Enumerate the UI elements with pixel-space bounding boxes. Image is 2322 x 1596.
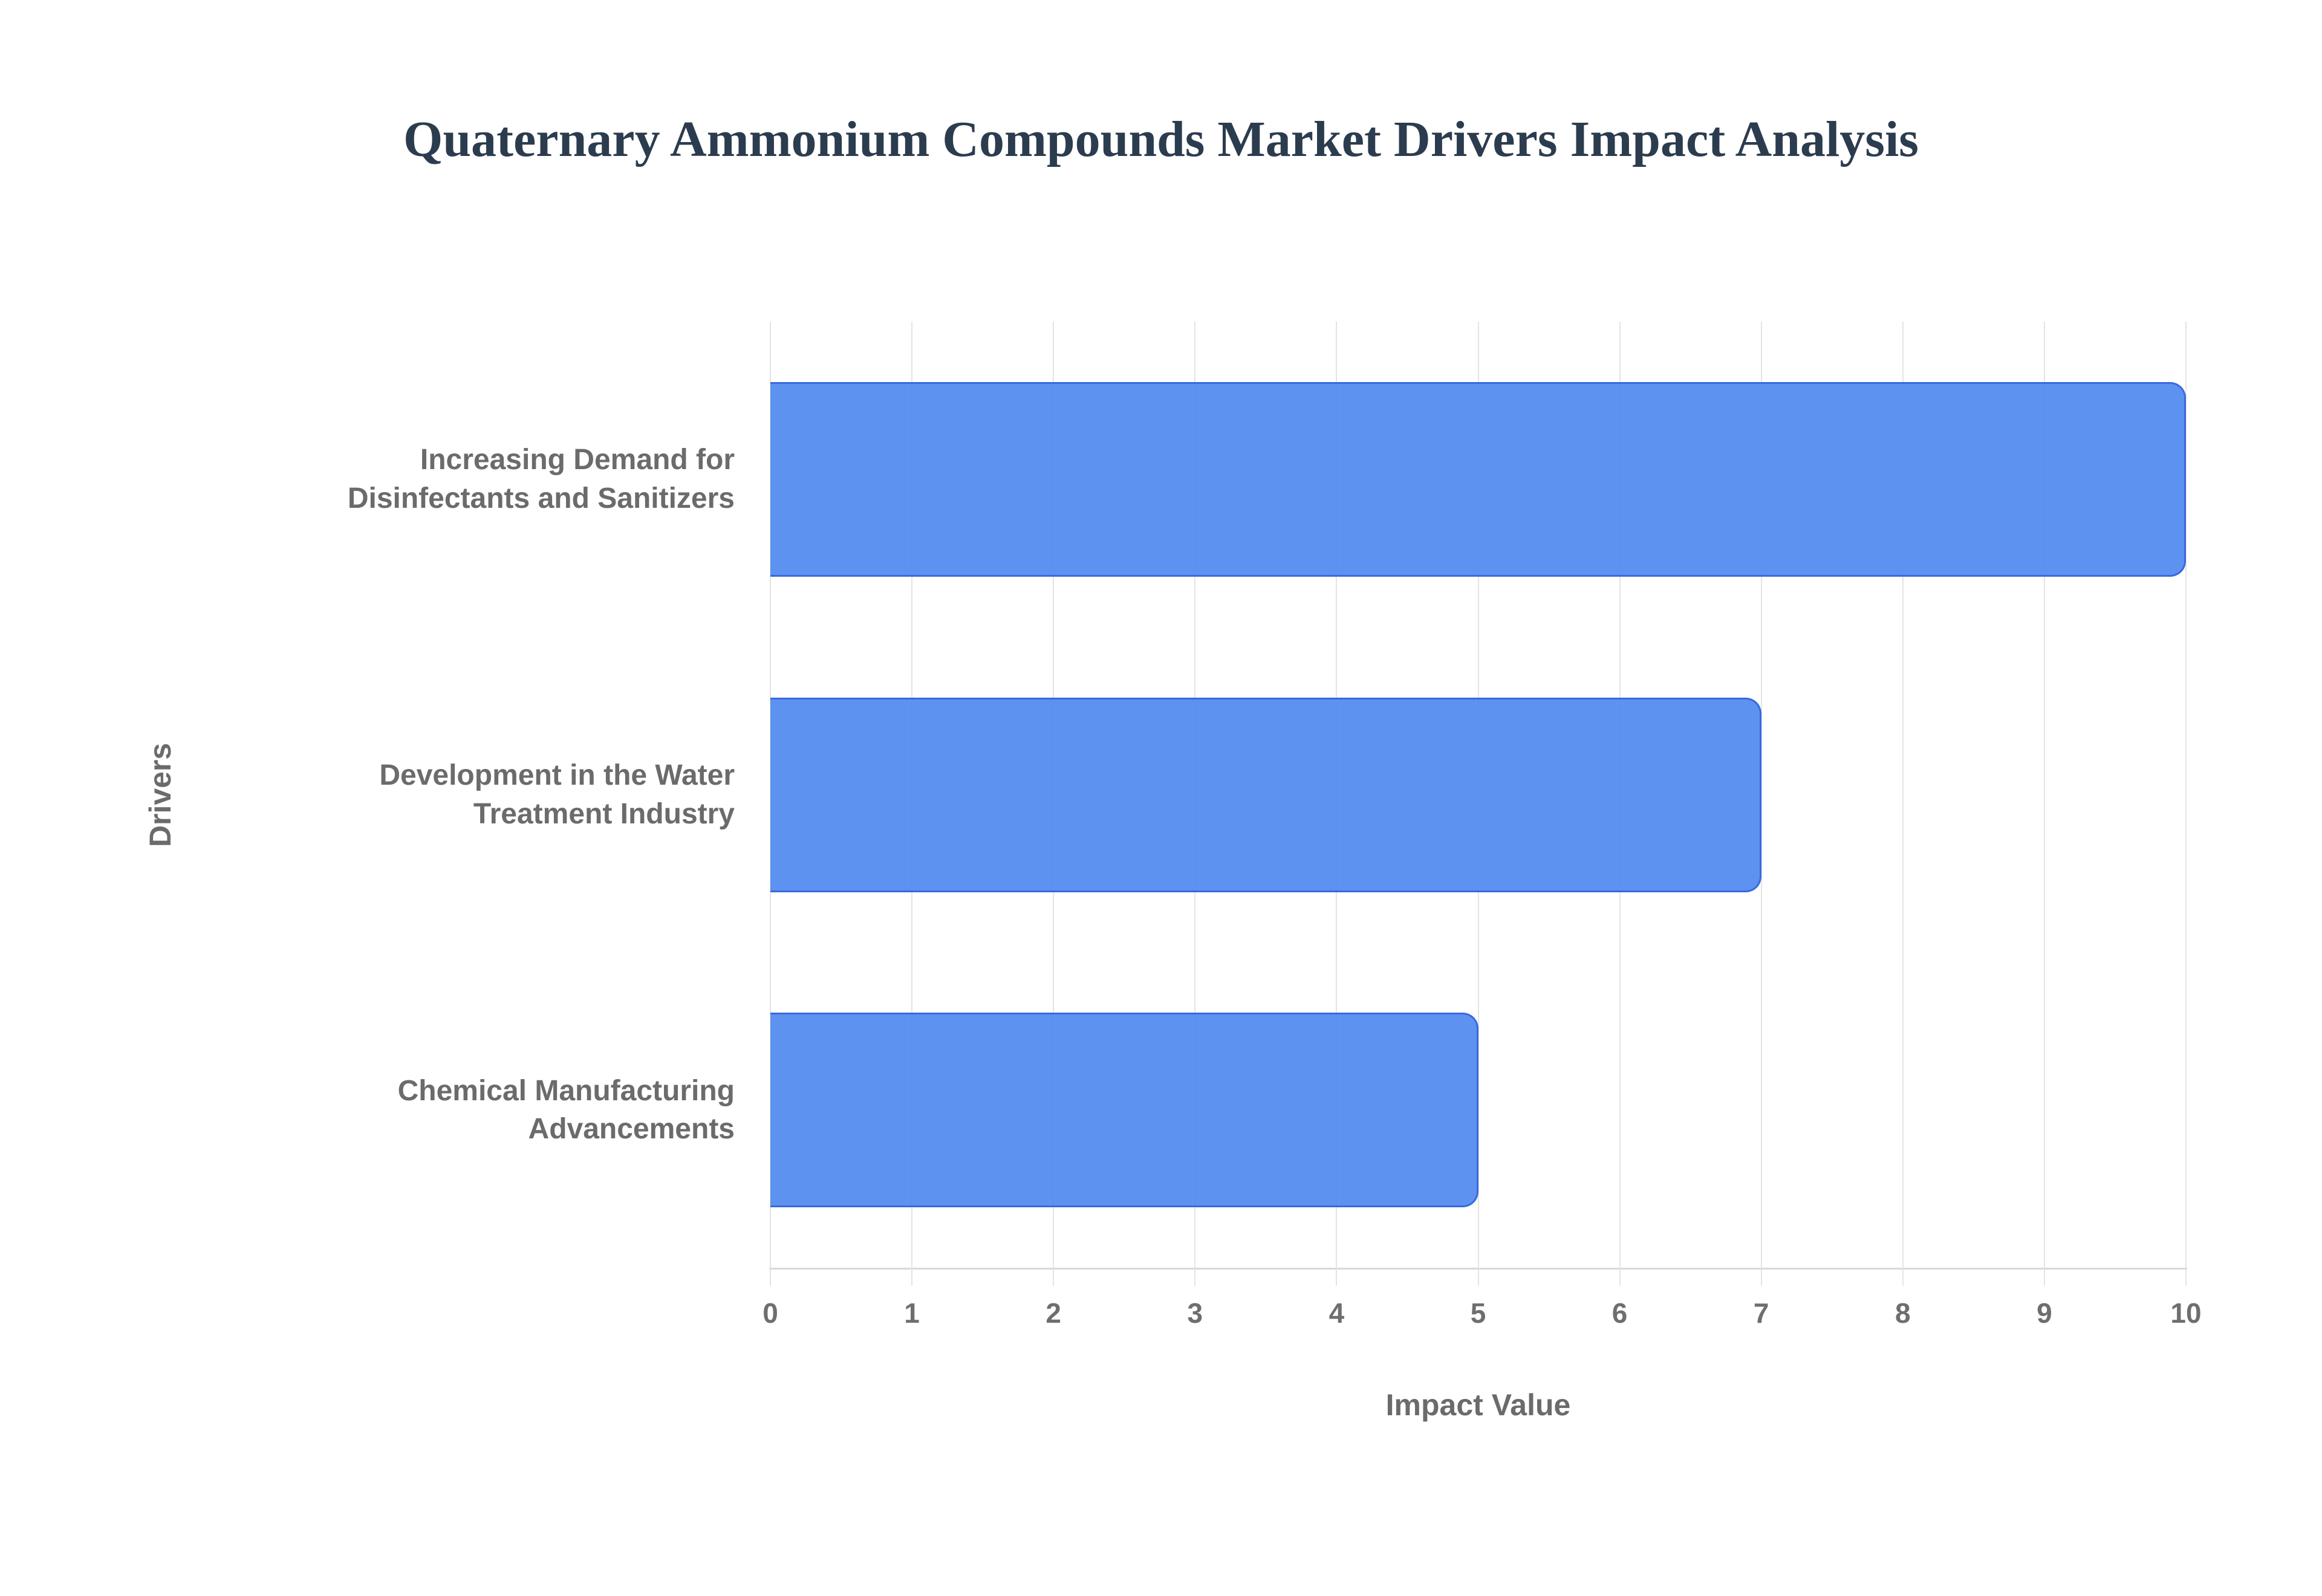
- x-tick-label-5: 5: [1470, 1297, 1486, 1329]
- category-label-text: Development in the Water Treatment Indus…: [379, 759, 735, 830]
- gridline-8: [1902, 322, 1904, 1286]
- gridline-9: [2043, 322, 2045, 1286]
- x-tick-label-9: 9: [2037, 1297, 2052, 1329]
- category-label-1: Development in the Water Treatment Indus…: [0, 637, 735, 953]
- gridline-7: [1760, 322, 1762, 1286]
- x-tick-label-6: 6: [1611, 1297, 1628, 1329]
- chart-title: Quaternary Ammonium Compounds Market Dri…: [403, 111, 1919, 167]
- x-axis-title: Impact Value: [1385, 1388, 1571, 1422]
- x-tick-label-7: 7: [1753, 1297, 1769, 1329]
- category-label-0: Increasing Demand for Disinfectants and …: [0, 322, 735, 637]
- category-label-text: Chemical Manufacturing Advancements: [397, 1074, 735, 1146]
- bar-2: [770, 1013, 1478, 1208]
- category-label-2: Chemical Manufacturing Advancements: [0, 952, 735, 1268]
- gridline-10: [2185, 322, 2187, 1286]
- x-tick-label-1: 1: [904, 1297, 920, 1329]
- x-tick-label-2: 2: [1046, 1297, 1061, 1329]
- x-tick-label-3: 3: [1187, 1297, 1203, 1329]
- bar-1: [770, 697, 1761, 892]
- x-tick-label-4: 4: [1328, 1297, 1345, 1329]
- category-label-text: Increasing Demand for Disinfectants and …: [347, 444, 735, 514]
- bar-0: [770, 381, 2186, 577]
- x-tick-label-10: 10: [2170, 1297, 2202, 1329]
- x-tick-label-0: 0: [763, 1297, 778, 1329]
- plot-area: Impact Value 0 1 2 3 4 5 6 7 8 9 10: [763, 322, 2202, 1422]
- category-label-column: Increasing Demand for Disinfectants and …: [0, 322, 735, 1268]
- x-tick-label-8: 8: [1895, 1297, 1911, 1329]
